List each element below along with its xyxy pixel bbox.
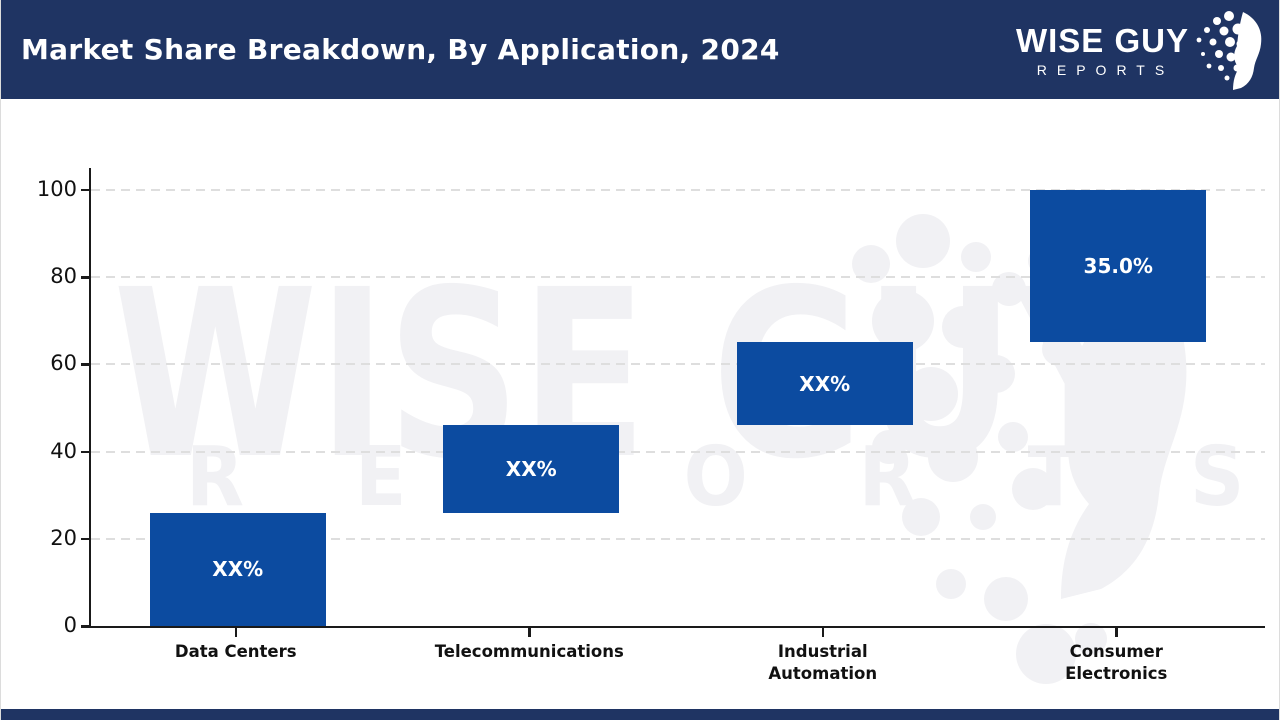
bar-segment: XX% [443,425,620,513]
x-tick-label-line: Consumer [1069,642,1163,661]
bar-segment: XX% [149,512,326,626]
footer-bar [1,709,1279,720]
y-tick-mark [81,537,90,541]
gridline [91,363,1265,366]
x-tick-label-line: Automation [768,664,878,684]
bar-value-label: XX% [212,557,264,582]
y-tick-label: 100 [36,176,77,201]
y-tick-label: 40 [50,438,77,463]
x-tick-label-line: Telecommunications [434,642,624,661]
x-tick-label-line: Data Centers [174,642,297,661]
y-tick-label: 60 [50,351,77,376]
x-tick-mark [1115,628,1118,637]
x-tick-label-line: Industrial [777,642,868,661]
y-tick-label: 80 [50,264,77,289]
x-tick-label: Consumer Electronics [986,641,1246,686]
x-tick-label: Data Centers [106,641,366,663]
x-tick-label-line: Electronics [1065,664,1168,684]
plot-area: XX% XX% XX% 35.0% [89,168,1265,628]
x-tick-mark [528,628,531,637]
bar-segment: 35.0% [1030,189,1207,343]
x-tick-label: Telecommunications [399,641,659,663]
y-tick-label: 20 [50,525,77,550]
gridline [91,450,1265,453]
y-tick-mark [81,276,90,279]
gridline [91,537,1265,540]
y-tick-mark [81,363,90,366]
x-tick-label: Industrial Automation [693,641,953,686]
watermark-subtext: R E P O R T S [186,430,1280,525]
y-tick-mark [81,625,90,628]
bar-value-label: XX% [505,456,557,481]
x-tick-mark [821,628,825,637]
logo-face-icon [1196,11,1262,90]
wiseguy-logo: WISE GUY REPORTS [1016,10,1265,90]
y-tick-label: 0 [63,613,77,637]
page-title: Market Share Breakdown, By Application, … [21,33,780,66]
bar-value-label: 35.0% [1083,254,1153,279]
bar-segment: XX% [736,342,913,426]
logo-subtext: REPORTS [1036,61,1175,78]
header: Market Share Breakdown, By Application, … [1,0,1279,99]
y-tick-mark [81,450,90,454]
bar-value-label: XX% [799,371,851,396]
gridline [91,276,1265,279]
logo-wordmark: WISE GUY [1015,21,1189,59]
gridline [91,188,1265,191]
y-tick-mark [81,188,90,192]
x-tick-mark [234,628,238,637]
